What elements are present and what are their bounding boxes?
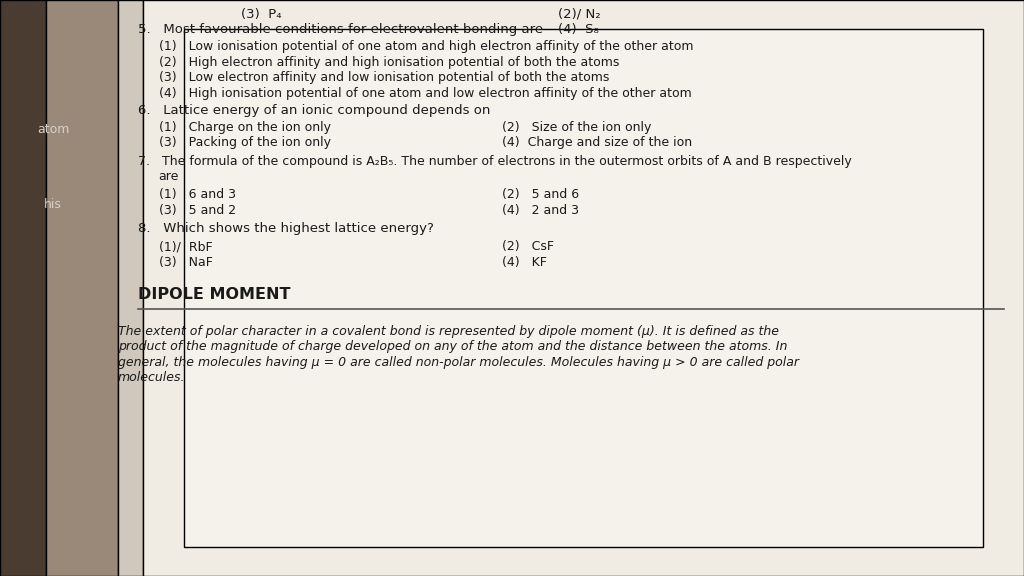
Text: (3)   Low electron affinity and low ionisation potential of both the atoms: (3) Low electron affinity and low ionisa… bbox=[159, 71, 609, 84]
Text: (2)   Size of the ion only: (2) Size of the ion only bbox=[502, 121, 651, 134]
Text: are: are bbox=[159, 170, 179, 183]
Text: The extent of polar character in a covalent bond is represented by dipole moment: The extent of polar character in a coval… bbox=[118, 325, 779, 338]
Text: (4)  S₈: (4) S₈ bbox=[558, 24, 599, 36]
FancyBboxPatch shape bbox=[184, 29, 983, 547]
Text: (2)   CsF: (2) CsF bbox=[502, 240, 554, 253]
FancyBboxPatch shape bbox=[46, 0, 118, 576]
Text: 6.   Lattice energy of an ionic compound depends on: 6. Lattice energy of an ionic compound d… bbox=[138, 104, 490, 117]
Text: (4)   High ionisation potential of one atom and low electron affinity of the oth: (4) High ionisation potential of one ato… bbox=[159, 87, 691, 100]
Text: (4)   2 and 3: (4) 2 and 3 bbox=[502, 204, 579, 217]
Text: (2)   5 and 6: (2) 5 and 6 bbox=[502, 188, 579, 201]
Text: 7.   The formula of the compound is A₂B₅. The number of electrons in the outermo: 7. The formula of the compound is A₂B₅. … bbox=[138, 155, 852, 168]
Text: (3)  P₄: (3) P₄ bbox=[241, 8, 282, 21]
Text: general, the molecules having μ = 0 are called non-polar molecules. Molecules ha: general, the molecules having μ = 0 are … bbox=[118, 356, 799, 369]
Text: (1)   6 and 3: (1) 6 and 3 bbox=[159, 188, 236, 201]
Text: 8.   Which shows the highest lattice energy?: 8. Which shows the highest lattice energ… bbox=[138, 222, 434, 235]
Text: atom: atom bbox=[37, 123, 70, 136]
FancyBboxPatch shape bbox=[143, 0, 1024, 576]
Text: DIPOLE MOMENT: DIPOLE MOMENT bbox=[138, 287, 291, 302]
Text: (4)  Charge and size of the ion: (4) Charge and size of the ion bbox=[502, 137, 692, 149]
Text: (1)   Charge on the ion only: (1) Charge on the ion only bbox=[159, 121, 331, 134]
Text: (4)   KF: (4) KF bbox=[502, 256, 547, 268]
Text: (1)   Low ionisation potential of one atom and high electron affinity of the oth: (1) Low ionisation potential of one atom… bbox=[159, 40, 693, 53]
Text: (2)   High electron affinity and high ionisation potential of both the atoms: (2) High electron affinity and high ioni… bbox=[159, 56, 620, 69]
Text: 5.   Most favourable conditions for electrovalent bonding are: 5. Most favourable conditions for electr… bbox=[138, 24, 544, 36]
Text: (1)/  RbF: (1)/ RbF bbox=[159, 240, 212, 253]
FancyBboxPatch shape bbox=[0, 0, 46, 576]
Text: (3)   5 and 2: (3) 5 and 2 bbox=[159, 204, 236, 217]
Text: (3)   Packing of the ion only: (3) Packing of the ion only bbox=[159, 137, 331, 149]
Text: his: his bbox=[44, 198, 62, 211]
Text: (2)/ N₂: (2)/ N₂ bbox=[558, 8, 601, 21]
Text: product of the magnitude of charge developed on any of the atom and the distance: product of the magnitude of charge devel… bbox=[118, 340, 787, 353]
Text: molecules.: molecules. bbox=[118, 372, 185, 384]
Text: (3)   NaF: (3) NaF bbox=[159, 256, 213, 268]
FancyBboxPatch shape bbox=[118, 0, 143, 576]
